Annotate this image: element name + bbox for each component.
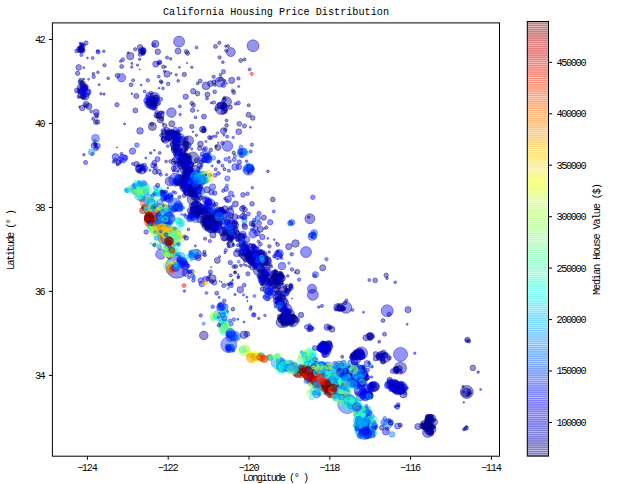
svg-text:450000: 450000 [557, 58, 587, 69]
svg-text:300000: 300000 [557, 212, 587, 223]
svg-text:California Housing Price Distr: California Housing Price Distribution [163, 7, 389, 18]
svg-text:100000: 100000 [557, 418, 587, 429]
svg-text:38: 38 [35, 203, 46, 214]
svg-text:250000: 250000 [557, 264, 587, 275]
svg-text:−114: −114 [481, 463, 502, 474]
svg-text:−124: −124 [77, 463, 98, 474]
svg-text:−120: −120 [239, 463, 260, 474]
svg-text:−116: −116 [400, 463, 421, 474]
svg-text:150000: 150000 [557, 366, 587, 377]
svg-text:34: 34 [35, 371, 46, 382]
svg-text:400000: 400000 [557, 109, 587, 120]
svg-text:200000: 200000 [557, 315, 587, 326]
svg-text:−122: −122 [158, 463, 179, 474]
svg-text:350000: 350000 [557, 161, 587, 172]
svg-text:36: 36 [35, 287, 46, 298]
svg-text:Median House Value ($): Median House Value ($) [592, 183, 603, 295]
svg-text:42: 42 [35, 35, 46, 46]
svg-text:−118: −118 [319, 463, 340, 474]
svg-text:40: 40 [35, 119, 46, 130]
svg-text:Longitude (° ): Longitude (° ) [243, 473, 309, 484]
svg-text:Latitude (° ): Latitude (° ) [6, 209, 17, 270]
